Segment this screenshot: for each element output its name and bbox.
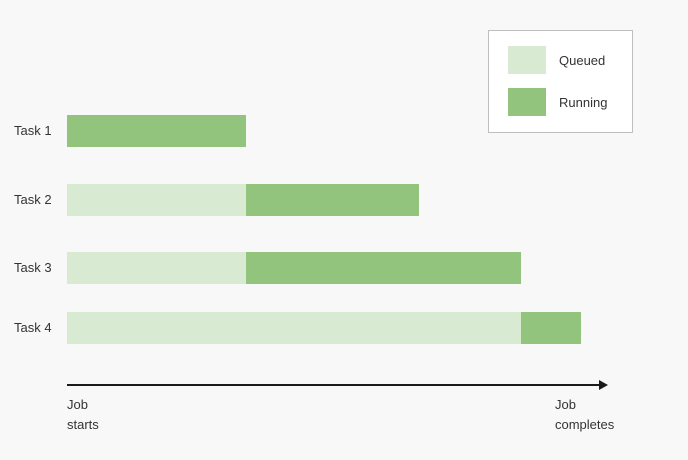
legend-label-queued: Queued (559, 52, 606, 68)
task-label: Task 2 (14, 192, 52, 207)
legend-item-queued: Queued (508, 46, 605, 74)
legend-label-running: Running (559, 94, 608, 110)
axis-start-label: Job starts (67, 397, 99, 432)
task-label: Task 3 (14, 260, 52, 275)
task-row: Task 2 (0, 184, 688, 216)
running-segment (67, 115, 246, 147)
running-segment (245, 252, 522, 284)
queued-segment (67, 184, 246, 216)
queued-segment (67, 252, 246, 284)
task-row: Task 3 (0, 252, 688, 284)
queued-swatch (508, 46, 546, 74)
time-axis-line (67, 384, 600, 386)
task-row: Task 4 (0, 312, 688, 344)
running-swatch (508, 88, 546, 116)
legend: Queued Running (488, 30, 633, 133)
queued-segment (67, 312, 522, 344)
arrow-head-icon (599, 380, 608, 390)
task-label: Task 4 (14, 320, 52, 335)
task-row: Task 1 (0, 115, 688, 147)
task-label: Task 1 (14, 123, 52, 138)
running-segment (245, 184, 419, 216)
running-segment (521, 312, 581, 344)
axis-end-label: Job completes (555, 397, 615, 432)
legend-item-running: Running (508, 88, 607, 116)
